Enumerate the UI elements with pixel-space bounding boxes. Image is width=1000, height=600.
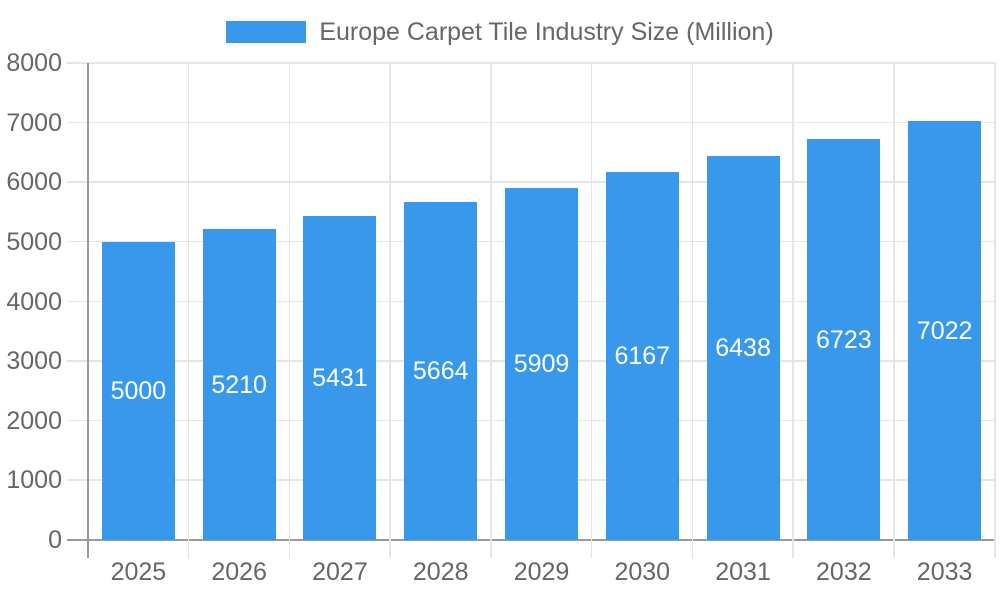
y-tick-label: 5000 bbox=[6, 227, 62, 256]
y-tick-label: 7000 bbox=[6, 108, 62, 137]
y-tick-label: 6000 bbox=[6, 168, 62, 197]
y-tick-label: 0 bbox=[48, 526, 62, 554]
x-gridline bbox=[288, 63, 291, 558]
x-tick-label: 2029 bbox=[513, 558, 570, 586]
bar-value-label: 7022 bbox=[916, 316, 973, 345]
x-gridline bbox=[590, 63, 593, 558]
bar-value-label: 5664 bbox=[412, 357, 469, 386]
bar-2027[interactable] bbox=[303, 216, 377, 540]
bar-2029[interactable] bbox=[505, 187, 578, 540]
y-gridline bbox=[67, 62, 995, 64]
bar-value-label: 5210 bbox=[211, 370, 267, 399]
bar-2026[interactable] bbox=[202, 229, 276, 540]
x-gridline bbox=[691, 63, 694, 558]
x-tick-label: 2025 bbox=[110, 558, 167, 586]
bar-value-label: 5431 bbox=[312, 364, 368, 393]
bar-value-label: 5909 bbox=[513, 349, 570, 378]
y-gridline bbox=[67, 121, 995, 124]
legend-label: Europe Carpet Tile Industry Size (Millio… bbox=[319, 18, 774, 46]
chart-legend[interactable]: Europe Carpet Tile Industry Size (Millio… bbox=[0, 14, 1000, 50]
x-gridline bbox=[490, 63, 492, 558]
x-gridline bbox=[187, 63, 190, 558]
y-gridline bbox=[67, 181, 995, 183]
x-gridline bbox=[893, 63, 895, 558]
x-tick-label: 2032 bbox=[816, 558, 872, 586]
x-tick-label: 2030 bbox=[614, 558, 671, 586]
bar-2028[interactable] bbox=[404, 202, 478, 540]
x-gridline bbox=[389, 63, 391, 558]
bar-value-label: 6723 bbox=[816, 325, 872, 354]
x-tick-label: 2031 bbox=[715, 558, 771, 586]
y-tick-label: 1000 bbox=[6, 466, 62, 495]
bar-2033[interactable] bbox=[908, 121, 982, 540]
bar-2031[interactable] bbox=[706, 156, 780, 540]
y-tick-label: 4000 bbox=[6, 287, 62, 316]
bar-2025[interactable] bbox=[101, 241, 175, 540]
legend-swatch bbox=[226, 21, 307, 43]
bar-value-label: 5000 bbox=[110, 376, 167, 405]
y-tick-label: 3000 bbox=[6, 347, 62, 376]
y-tick-label: 2000 bbox=[6, 406, 62, 435]
x-tick-label: 2027 bbox=[312, 558, 368, 586]
bar-2030[interactable] bbox=[605, 172, 679, 540]
x-tick-label: 2028 bbox=[412, 558, 469, 586]
x-gridline bbox=[792, 63, 794, 558]
x-axis-line bbox=[67, 539, 995, 541]
x-gridline bbox=[994, 63, 996, 558]
bar-value-label: 6438 bbox=[715, 334, 771, 363]
y-tick-label: 8000 bbox=[6, 49, 62, 77]
y-axis-line bbox=[87, 63, 89, 558]
bar-2032[interactable] bbox=[807, 139, 881, 540]
x-tick-label: 2033 bbox=[916, 558, 973, 586]
x-tick-label: 2026 bbox=[211, 558, 267, 586]
bar-value-label: 6167 bbox=[614, 342, 671, 371]
